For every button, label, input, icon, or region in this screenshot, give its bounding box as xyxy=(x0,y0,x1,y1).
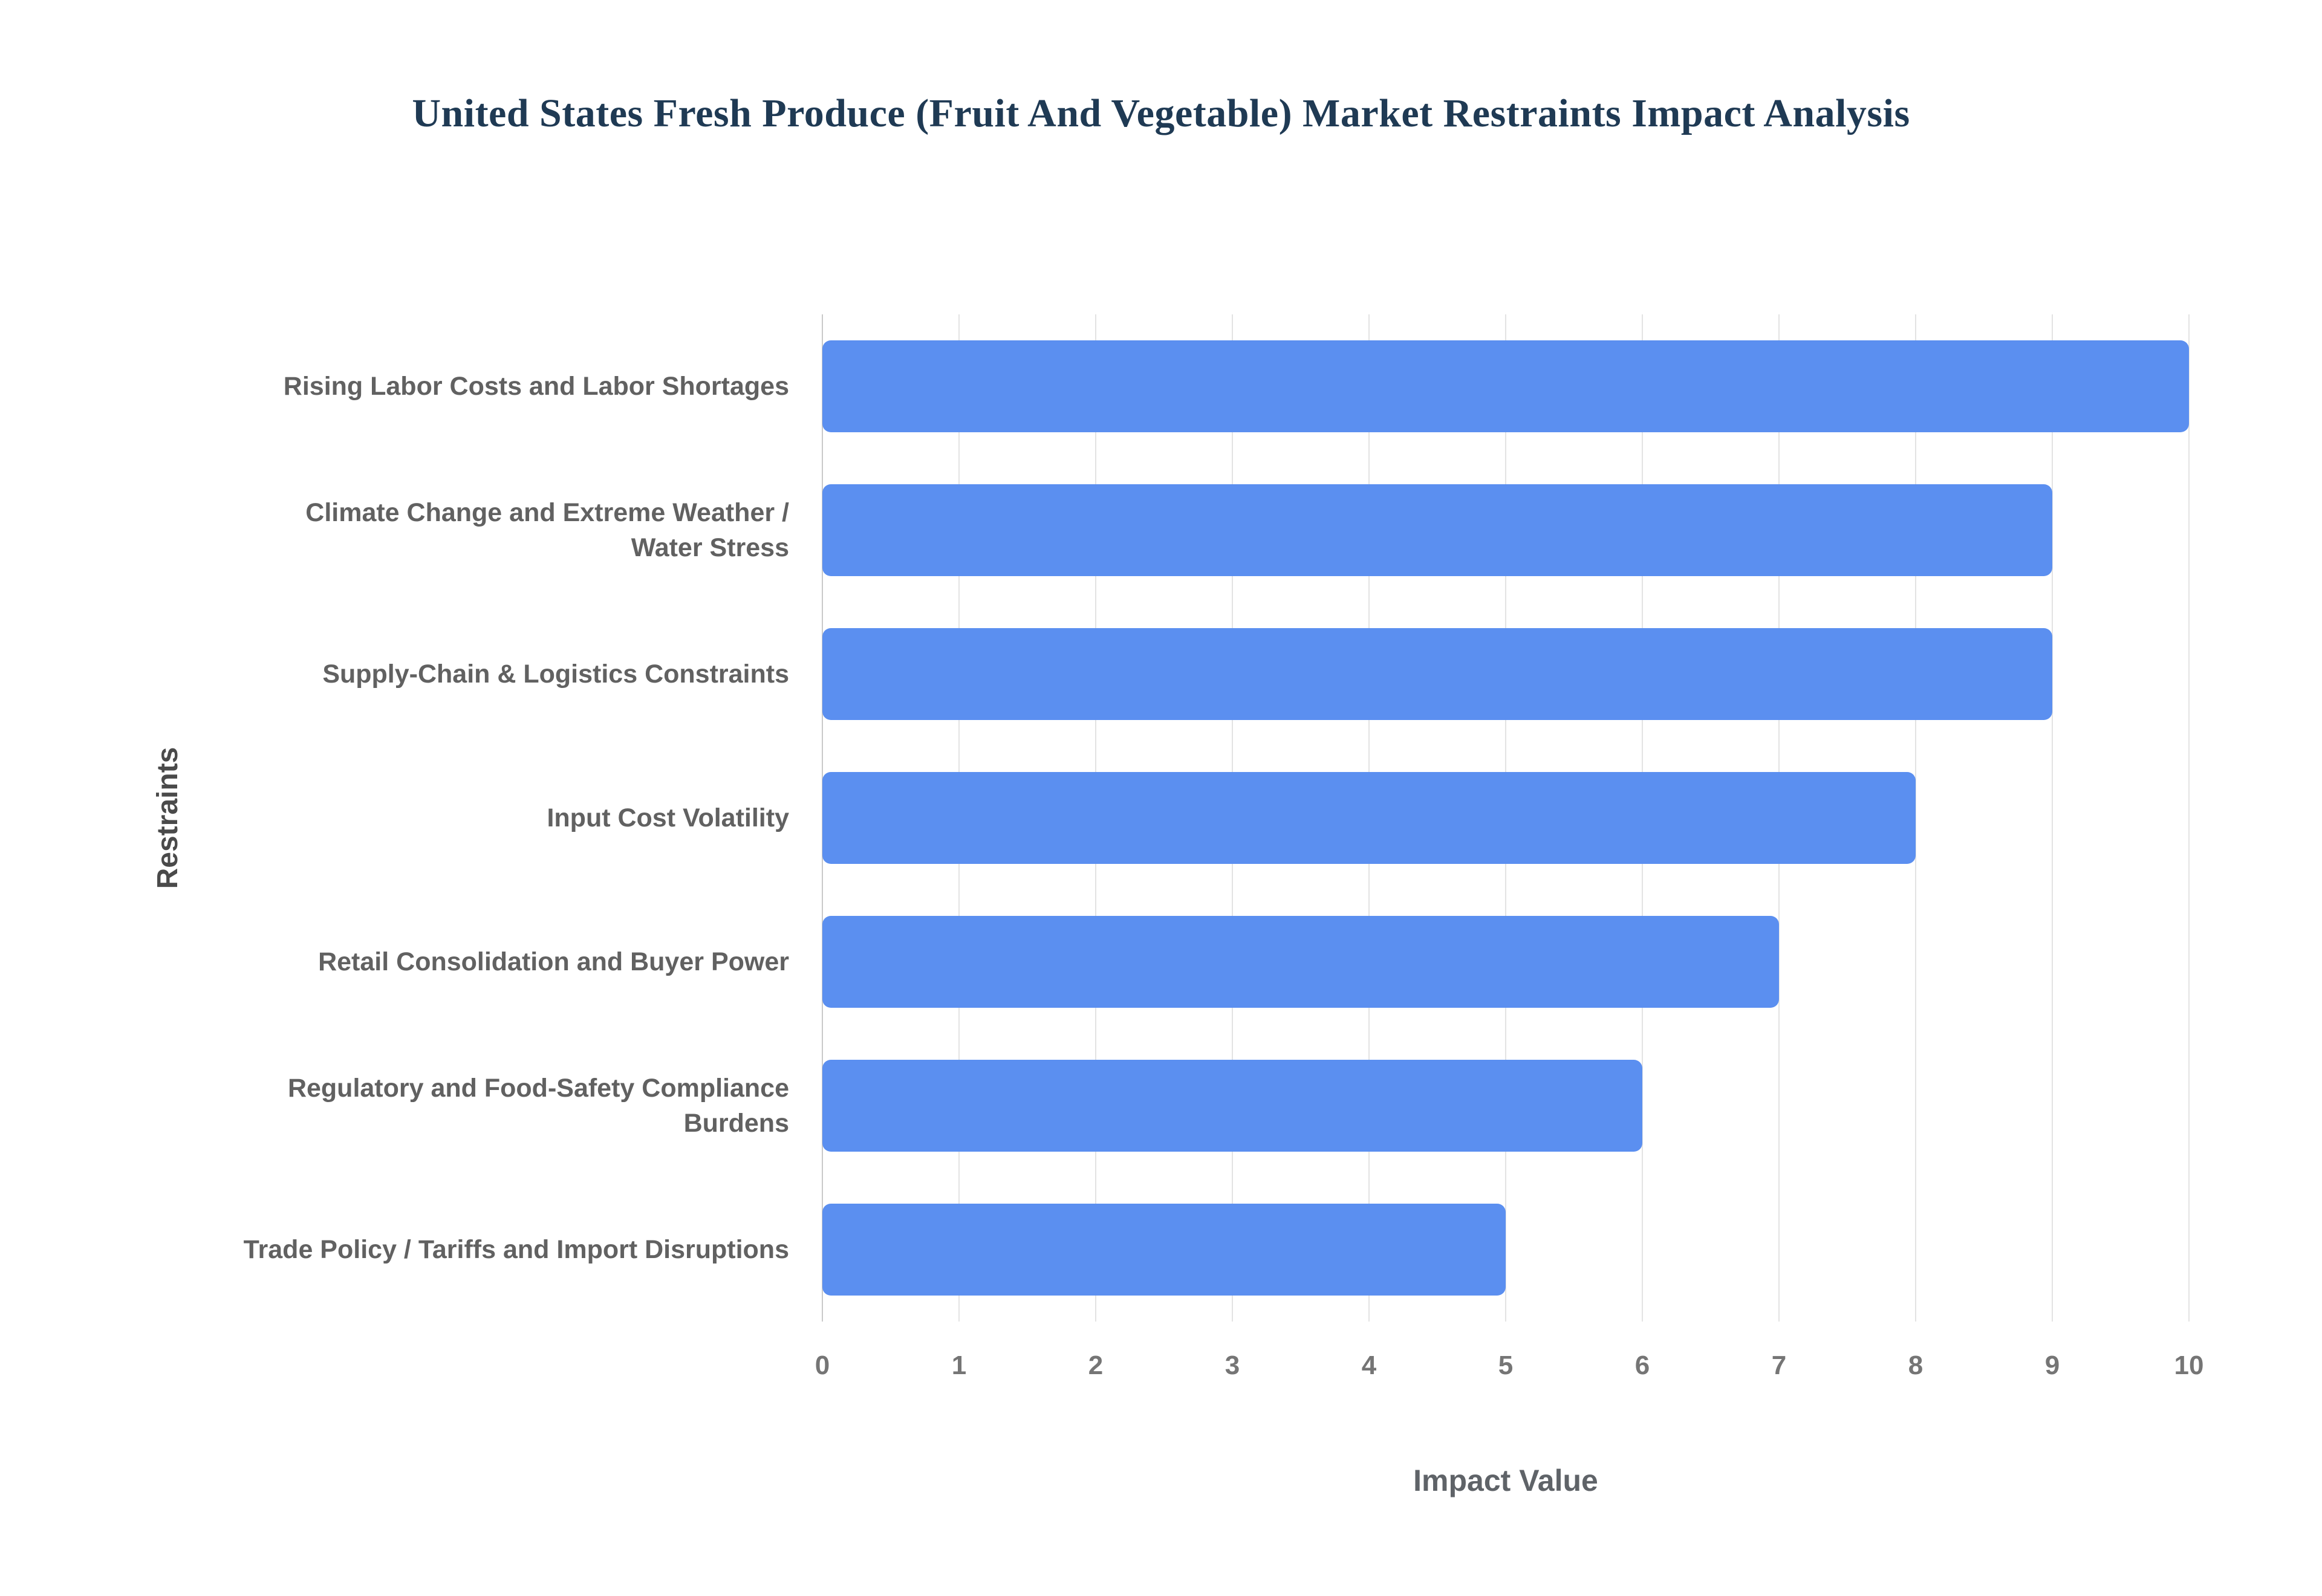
bar xyxy=(822,628,2052,720)
y-axis-title: Restraints xyxy=(151,747,184,889)
category-label: Regulatory and Food-Safety Compliance Bu… xyxy=(287,1073,789,1138)
x-tick-label: 0 xyxy=(815,1351,830,1380)
bar xyxy=(822,484,2052,576)
x-tick-label: 8 xyxy=(1908,1351,1924,1380)
bar xyxy=(822,340,2189,432)
x-tick-label: 10 xyxy=(2174,1351,2204,1380)
grid-line xyxy=(2188,314,2190,1322)
bar-row xyxy=(822,1034,2189,1178)
y-axis-labels: Rising Labor Costs and Labor Shortages Cl… xyxy=(242,314,822,1322)
category-label: Input Cost Volatility xyxy=(547,803,789,832)
x-tick-label: 1 xyxy=(951,1351,967,1380)
grid-line xyxy=(2052,314,2053,1322)
plot-area: 0 1 2 3 4 5 6 7 8 9 10 xyxy=(815,314,2203,1380)
x-tick-label: 9 xyxy=(2044,1351,2060,1380)
bar xyxy=(822,1060,1642,1152)
category-label: Trade Policy / Tariffs and Import Disrup… xyxy=(243,1234,789,1264)
bar-row xyxy=(822,746,2189,890)
x-tick-label: 6 xyxy=(1634,1351,1650,1380)
category-label: Rising Labor Costs and Labor Shortages xyxy=(283,371,789,401)
bar-series xyxy=(822,314,2189,1322)
x-axis-ticks: 0 1 2 3 4 5 6 7 8 9 10 xyxy=(815,1322,2204,1400)
chart-body: Rising Labor Costs and Labor Shortages Cl… xyxy=(0,314,2322,1380)
category-label: Retail Consolidation and Buyer Power xyxy=(318,947,789,976)
bar-row xyxy=(822,890,2189,1034)
x-tick-label: 5 xyxy=(1498,1351,1514,1380)
bar xyxy=(822,916,1779,1008)
chart-area: Restraints Rising Labor Costs and Labor … xyxy=(0,314,2322,1497)
bar-row xyxy=(822,602,2189,746)
category-label: Supply-Chain & Logistics Constraints xyxy=(322,659,789,689)
x-axis-title: Impact Value xyxy=(1413,1464,1598,1497)
bar-row xyxy=(822,314,2189,458)
x-tick-label: 4 xyxy=(1361,1351,1377,1380)
bar xyxy=(822,1204,1506,1296)
bar-row xyxy=(822,1178,2189,1322)
x-tick-label: 7 xyxy=(1771,1351,1787,1380)
bar-row xyxy=(822,458,2189,602)
category-label: Climate Change and Extreme Weather / Wat… xyxy=(305,498,789,562)
bar xyxy=(822,772,1916,864)
grid-line xyxy=(1915,314,1916,1322)
x-tick-label: 2 xyxy=(1088,1351,1104,1380)
x-tick-label: 3 xyxy=(1224,1351,1240,1380)
chart-title: United States Fresh Produce (Fruit And V… xyxy=(412,91,1910,135)
